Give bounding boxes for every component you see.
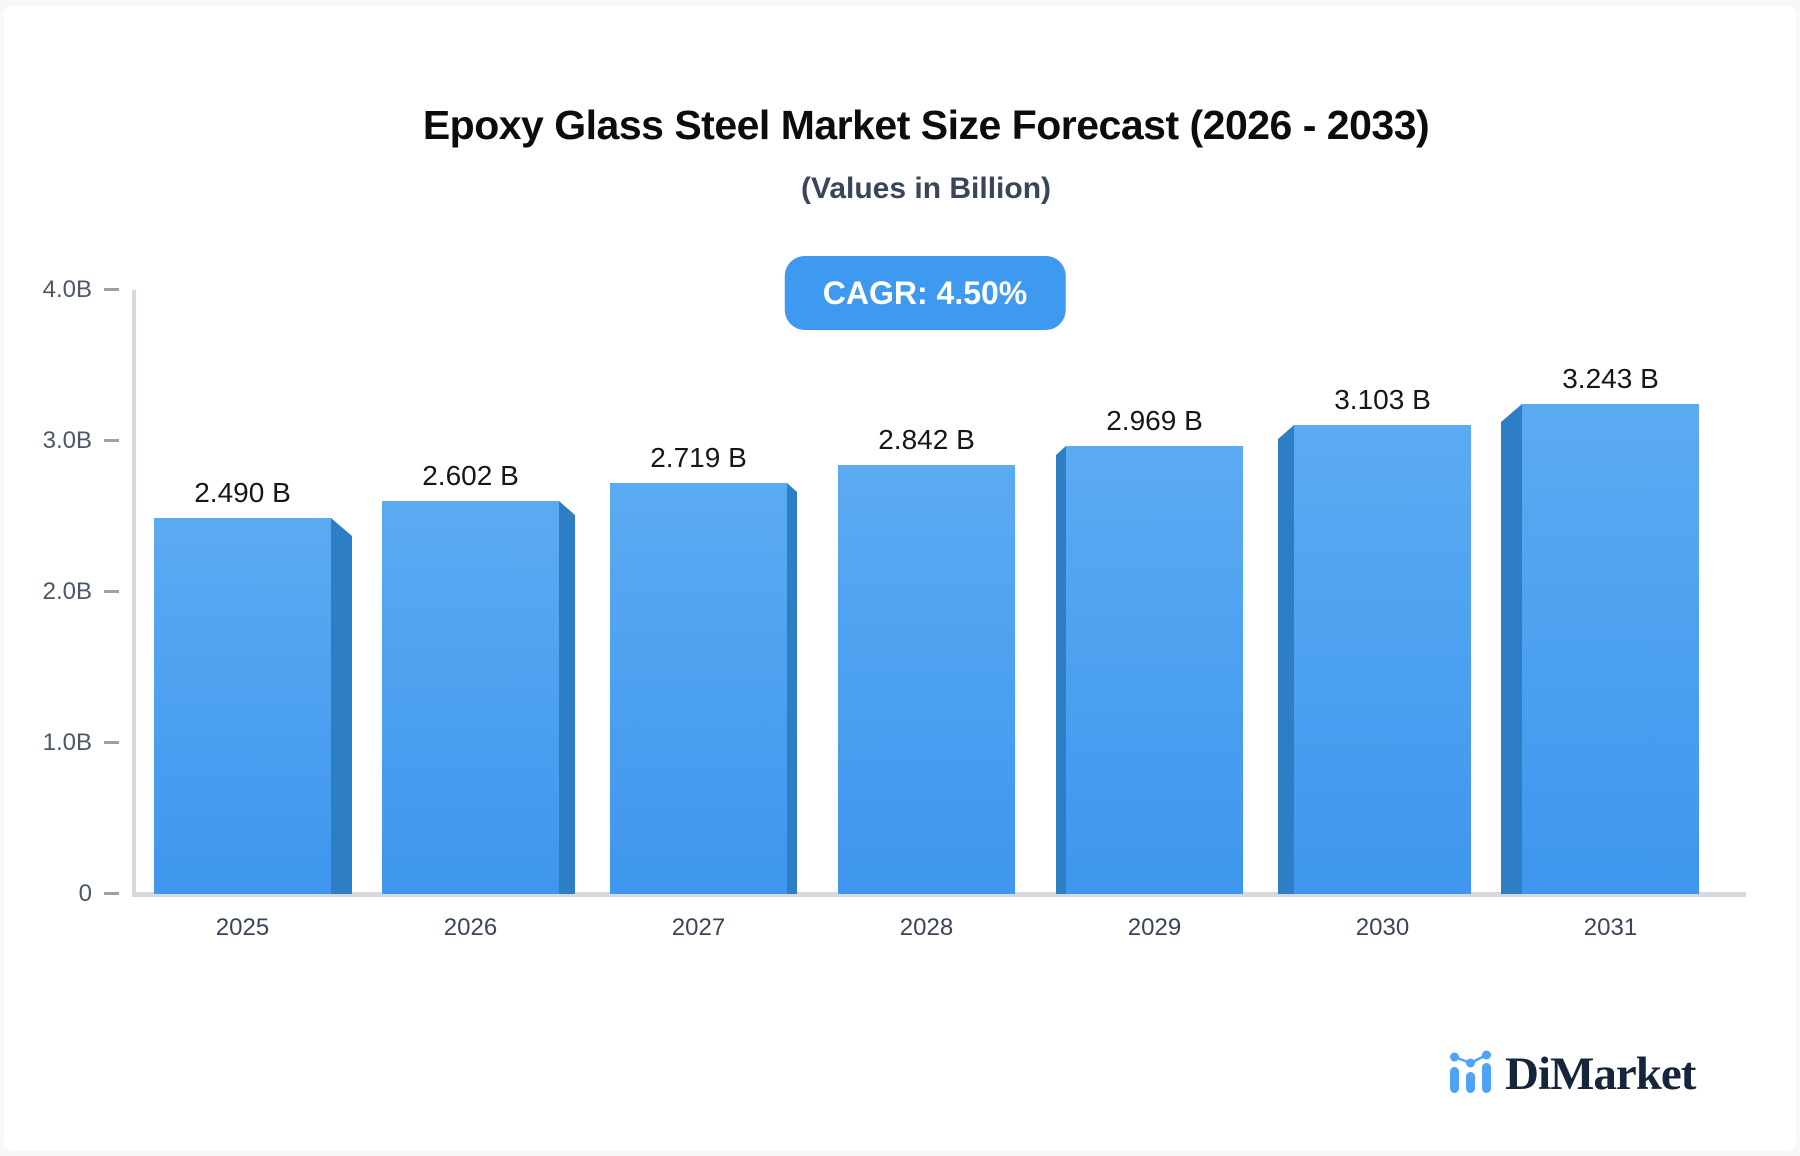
bar-value-label: 3.103 B <box>1334 384 1431 415</box>
bar-3d-side <box>331 518 352 894</box>
x-axis-baseline <box>132 892 1746 897</box>
chart-subtitle: (Values in Billion) <box>800 172 1052 205</box>
y-tick-label: 2.0B <box>42 578 92 605</box>
bar-2027[interactable] <box>610 483 787 894</box>
bar-2028[interactable] <box>838 465 1015 894</box>
y-tick-label: 3.0B <box>42 427 92 454</box>
x-tick-label: 2031 <box>1583 914 1638 941</box>
bar-3d-side <box>1056 446 1066 894</box>
bar-value-label: 2.490 B <box>194 477 291 508</box>
bar-3d-side <box>787 483 797 894</box>
y-tick-label: 4.0B <box>42 276 92 303</box>
bar-value-label: 2.719 B <box>650 442 747 473</box>
y-tick-dash <box>104 741 119 744</box>
x-tick-label: 2029 <box>1127 914 1182 941</box>
y-axis-line <box>132 290 136 894</box>
mini-bar-chart-icon <box>1450 1050 1491 1093</box>
brand-logo-text: DiMarket <box>1505 1048 1696 1100</box>
bar-value-label: 2.602 B <box>422 460 519 491</box>
x-tick-label: 2028 <box>899 914 954 941</box>
bar-2025[interactable] <box>154 518 331 894</box>
bar-value-label: 2.842 B <box>878 424 975 455</box>
bar-value-label: 3.243 B <box>1562 363 1659 394</box>
x-tick-label: 2026 <box>443 914 498 941</box>
y-tick-label: 0 <box>78 880 92 907</box>
bar-2029[interactable] <box>1066 446 1243 894</box>
y-tick-dash <box>104 288 119 291</box>
bar-2026[interactable] <box>382 501 559 894</box>
bar-3d-side <box>1278 425 1294 894</box>
x-tick-label: 2025 <box>215 914 270 941</box>
x-tick-label: 2027 <box>671 914 726 941</box>
bar-value-label: 2.969 B <box>1106 405 1203 436</box>
y-tick-dash <box>104 439 119 442</box>
y-tick-dash <box>104 590 119 593</box>
y-tick-label: 1.0B <box>42 729 92 756</box>
bar-3d-side <box>1501 404 1522 894</box>
chart-title: Epoxy Glass Steel Market Size Forecast (… <box>422 102 1430 148</box>
y-tick-dash <box>104 892 119 895</box>
bar-2031[interactable] <box>1522 404 1699 894</box>
bar-3d-side <box>559 501 575 894</box>
x-tick-label: 2030 <box>1355 914 1410 941</box>
chart-card: Epoxy Glass Steel Market Size Forecast (… <box>4 6 1796 1151</box>
bar-2030[interactable] <box>1294 425 1471 894</box>
cagr-badge: CAGR: 4.50% <box>784 256 1066 330</box>
brand-logo: DiMarket <box>1447 1048 1696 1100</box>
